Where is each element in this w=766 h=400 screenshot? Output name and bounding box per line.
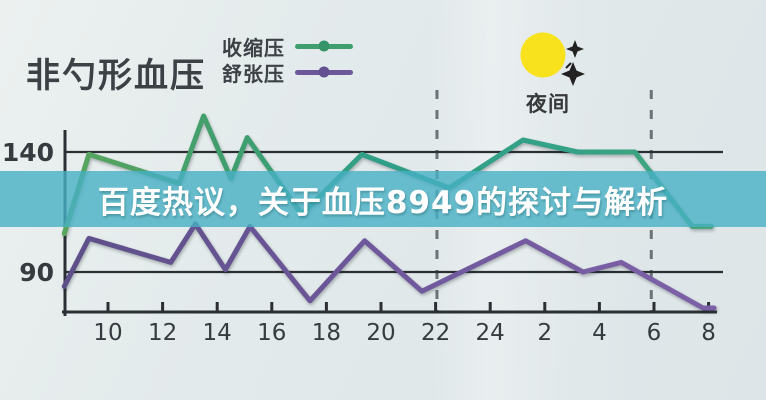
x-tick-label-12: 12 — [148, 320, 177, 346]
legend-item-diastolic: 舒张压 — [222, 59, 353, 86]
star-streak-icon — [565, 62, 572, 69]
star-large-icon — [561, 62, 585, 86]
star-small-icon — [566, 40, 584, 58]
x-tick-label-16: 16 — [257, 320, 286, 346]
page-title: 非勺形血压 — [26, 56, 206, 96]
x-tick-label-22: 22 — [421, 320, 450, 346]
headline-banner: 百度热议，关于血压8949的探讨与解析 — [0, 171, 766, 227]
legend-label-systolic: 收缩压 — [222, 35, 285, 60]
night-indicator: 夜间 — [503, 24, 593, 118]
x-tick-label-8: 8 — [701, 320, 716, 346]
legend-item-systolic: 收缩压 — [222, 33, 353, 60]
legend: 收缩压 舒张压 — [222, 33, 353, 86]
chart-line-diastolic — [61, 221, 717, 311]
x-tick-label-18: 18 — [312, 320, 341, 346]
x-tick-label-24: 24 — [476, 320, 505, 346]
night-label: 夜间 — [526, 92, 570, 116]
diastolic-dot-icon — [318, 66, 330, 78]
diastolic-line-swatch — [295, 66, 353, 78]
x-tick-label-2: 2 — [537, 320, 552, 346]
systolic-dot-icon — [318, 40, 330, 52]
x-tick-label-20: 20 — [366, 320, 395, 346]
y-tick-label-140: 140 — [2, 138, 54, 167]
y-tick-label-90: 90 — [19, 258, 54, 287]
legend-label-diastolic: 舒张压 — [222, 61, 285, 86]
systolic-line-swatch — [295, 40, 353, 52]
x-tick-label-6: 6 — [647, 320, 662, 346]
x-tick-label-10: 10 — [93, 320, 122, 346]
headline-text: 百度热议，关于血压8949的探讨与解析 — [97, 184, 669, 221]
x-tick-label-4: 4 — [592, 320, 607, 346]
x-tick-label-14: 14 — [203, 320, 232, 346]
moon-icon — [520, 32, 566, 78]
night-icon-graphic — [520, 32, 585, 86]
